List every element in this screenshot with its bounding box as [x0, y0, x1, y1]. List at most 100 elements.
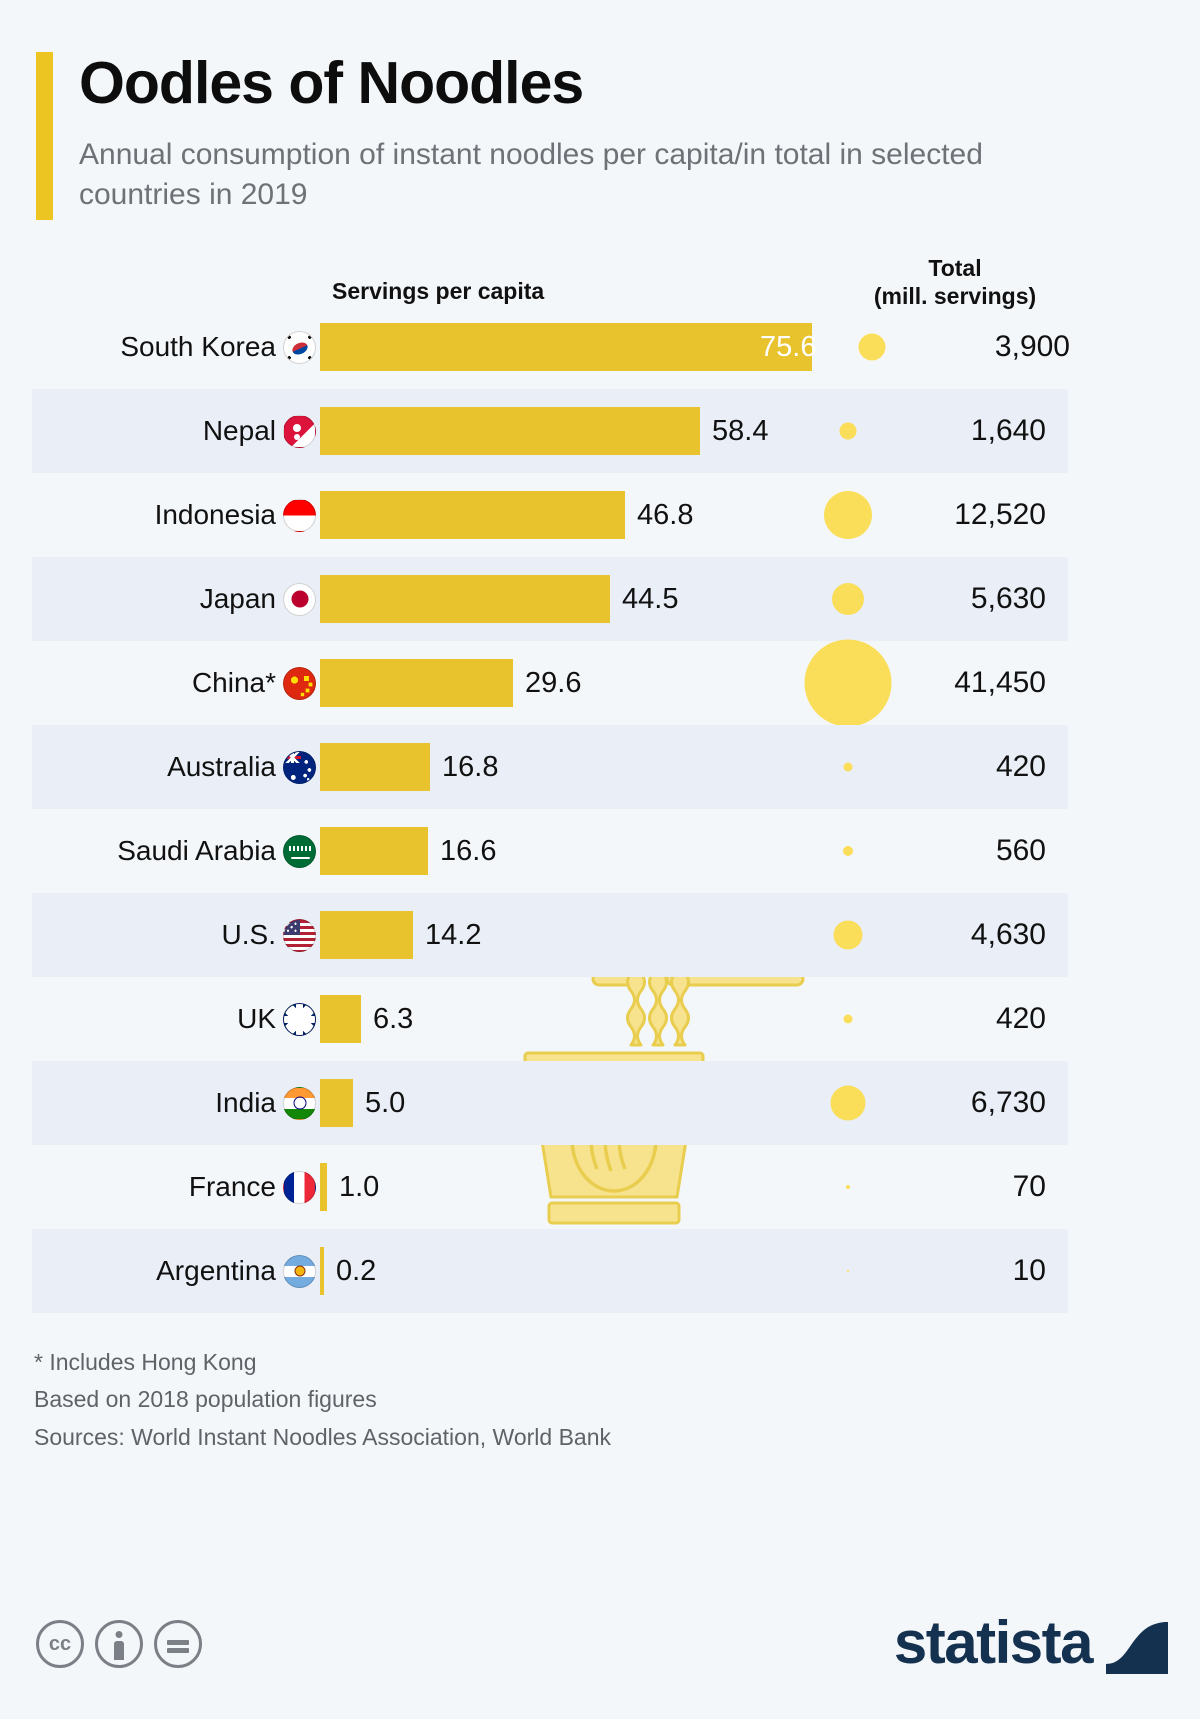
bubble-cell — [788, 977, 908, 1061]
table-row: Nepal 58.4 1,640 — [32, 389, 1068, 473]
table-row: Indonesia 46.8 12,520 — [32, 473, 1068, 557]
cc-icon: cc — [36, 1620, 84, 1668]
column-header-total-line2: (mill. servings) — [873, 283, 1037, 310]
country-label: Nepal — [202, 415, 276, 446]
total-value: 41,450 — [954, 666, 1046, 699]
person-body — [114, 1641, 124, 1660]
page-subtitle: Annual consumption of instant noodles pe… — [79, 138, 983, 211]
table-row: U.S. 14.2 4,630 — [32, 893, 1068, 977]
sources-line: Sources: World Instant Noodles Associati… — [34, 1423, 611, 1450]
bubble-cell — [788, 893, 908, 977]
country-label: Indonesia — [154, 499, 276, 530]
bar — [320, 491, 625, 539]
flag-icon-argentina — [283, 1254, 316, 1288]
column-header-total: Total (mill. servings) — [855, 254, 1055, 310]
statista-logo: statista — [894, 1612, 1168, 1674]
total-value: 6,730 — [970, 1086, 1046, 1119]
table-row: Japan 44.5 5,630 — [32, 557, 1068, 641]
chart-rows: South Korea 75.6 3,900 Nepal 58.4 — [32, 305, 1070, 1313]
statista-mark-icon — [1106, 1612, 1168, 1674]
bar-value-label: 58.4 — [712, 414, 769, 447]
bar — [320, 1079, 353, 1127]
total-value: 420 — [995, 1002, 1046, 1035]
total-bubble — [830, 1085, 866, 1121]
country-label: India — [215, 1087, 276, 1118]
bubble-cell — [788, 1229, 908, 1313]
total-bubble — [832, 583, 864, 615]
accent-bar — [36, 52, 53, 220]
bar — [320, 575, 610, 623]
cc-nd-equals-icon — [154, 1620, 202, 1668]
row-label-cell: Indonesia — [32, 498, 320, 532]
row-label-cell: Japan — [32, 582, 320, 616]
bubble-cell — [788, 1061, 908, 1145]
bubble-cell — [788, 389, 908, 473]
bar-value-label: 14.2 — [425, 918, 482, 951]
statista-wordmark: statista — [893, 1609, 1094, 1676]
bar-value-label: 46.8 — [637, 498, 694, 531]
footnote-population: Based on 2018 population figures — [34, 1386, 377, 1413]
flag-icon-france — [283, 1170, 316, 1204]
country-label: China* — [191, 667, 276, 698]
flag-icon-united-kingdom — [283, 1002, 316, 1036]
total-bubble — [843, 1014, 853, 1024]
country-label: Japan — [199, 583, 276, 614]
total-bubble — [833, 920, 863, 950]
row-label-cell: Nepal — [32, 414, 320, 448]
bar-value-label: 44.5 — [622, 582, 679, 615]
bar — [320, 995, 361, 1043]
flag-icon-japan — [283, 582, 316, 616]
flag-icon-indonesia — [283, 498, 316, 532]
bar-cell: 58.4 — [320, 389, 788, 473]
total-value: 5,630 — [970, 582, 1046, 615]
country-label: Saudi Arabia — [117, 835, 276, 866]
bar-value-label: 6.3 — [373, 1002, 414, 1035]
bar-cell: 6.3 — [320, 977, 788, 1061]
flag-icon-united-states — [283, 918, 316, 952]
table-row: Australia 16.8 420 — [32, 725, 1068, 809]
equals-line-bottom — [167, 1648, 189, 1653]
flag-icon-nepal — [283, 414, 316, 448]
total-value: 420 — [995, 750, 1046, 783]
bubble-cell — [788, 1145, 908, 1229]
column-header-total-line1: Total — [928, 255, 982, 281]
cc-by-person-icon — [95, 1620, 143, 1668]
row-label-cell: Argentina — [32, 1254, 320, 1288]
table-row: UK 6.3 420 — [32, 977, 1068, 1061]
person-head — [115, 1631, 123, 1638]
table-row: Saudi Arabia 16.6 560 — [32, 809, 1068, 893]
bubble-cell — [788, 639, 908, 727]
bar-cell: 75.6 — [320, 305, 816, 389]
total-bubble — [847, 1270, 849, 1272]
country-label: Argentina — [156, 1255, 276, 1286]
country-label: France — [188, 1171, 276, 1202]
row-label-cell: Saudi Arabia — [32, 834, 320, 868]
bubble-cell — [788, 809, 908, 893]
bubble-cell — [788, 473, 908, 557]
bubble-cell — [788, 557, 908, 641]
bar-value-label: 5.0 — [365, 1086, 406, 1119]
table-row: India 5.0 6,730 — [32, 1061, 1068, 1145]
table-row: China* 29.6 41,450 — [32, 639, 1068, 727]
page-title: Oodles of Noodles — [79, 50, 584, 116]
row-label-cell: China* — [32, 666, 320, 700]
flag-icon-india — [283, 1086, 316, 1120]
bar-cell: 0.2 — [320, 1229, 788, 1313]
total-bubble — [846, 1185, 850, 1189]
total-value: 3,900 — [994, 330, 1070, 363]
header: Oodles of Noodles Annual consumption of … — [36, 52, 1096, 220]
flag-icon-south-korea — [283, 330, 316, 364]
total-bubble — [858, 333, 886, 361]
total-bubble — [839, 422, 857, 440]
footnote-hong-kong: * Includes Hong Kong — [34, 1349, 257, 1375]
bar-cell: 5.0 — [320, 1061, 788, 1145]
bar — [320, 1163, 327, 1211]
bar-cell: 44.5 — [320, 557, 788, 641]
total-value: 4,630 — [970, 918, 1046, 951]
bar — [320, 407, 700, 455]
total-value: 70 — [1012, 1170, 1046, 1203]
bubble-cell — [788, 725, 908, 809]
row-label-cell: UK — [32, 1002, 320, 1036]
bar — [320, 323, 812, 371]
flag-icon-saudi-arabia — [283, 834, 316, 868]
